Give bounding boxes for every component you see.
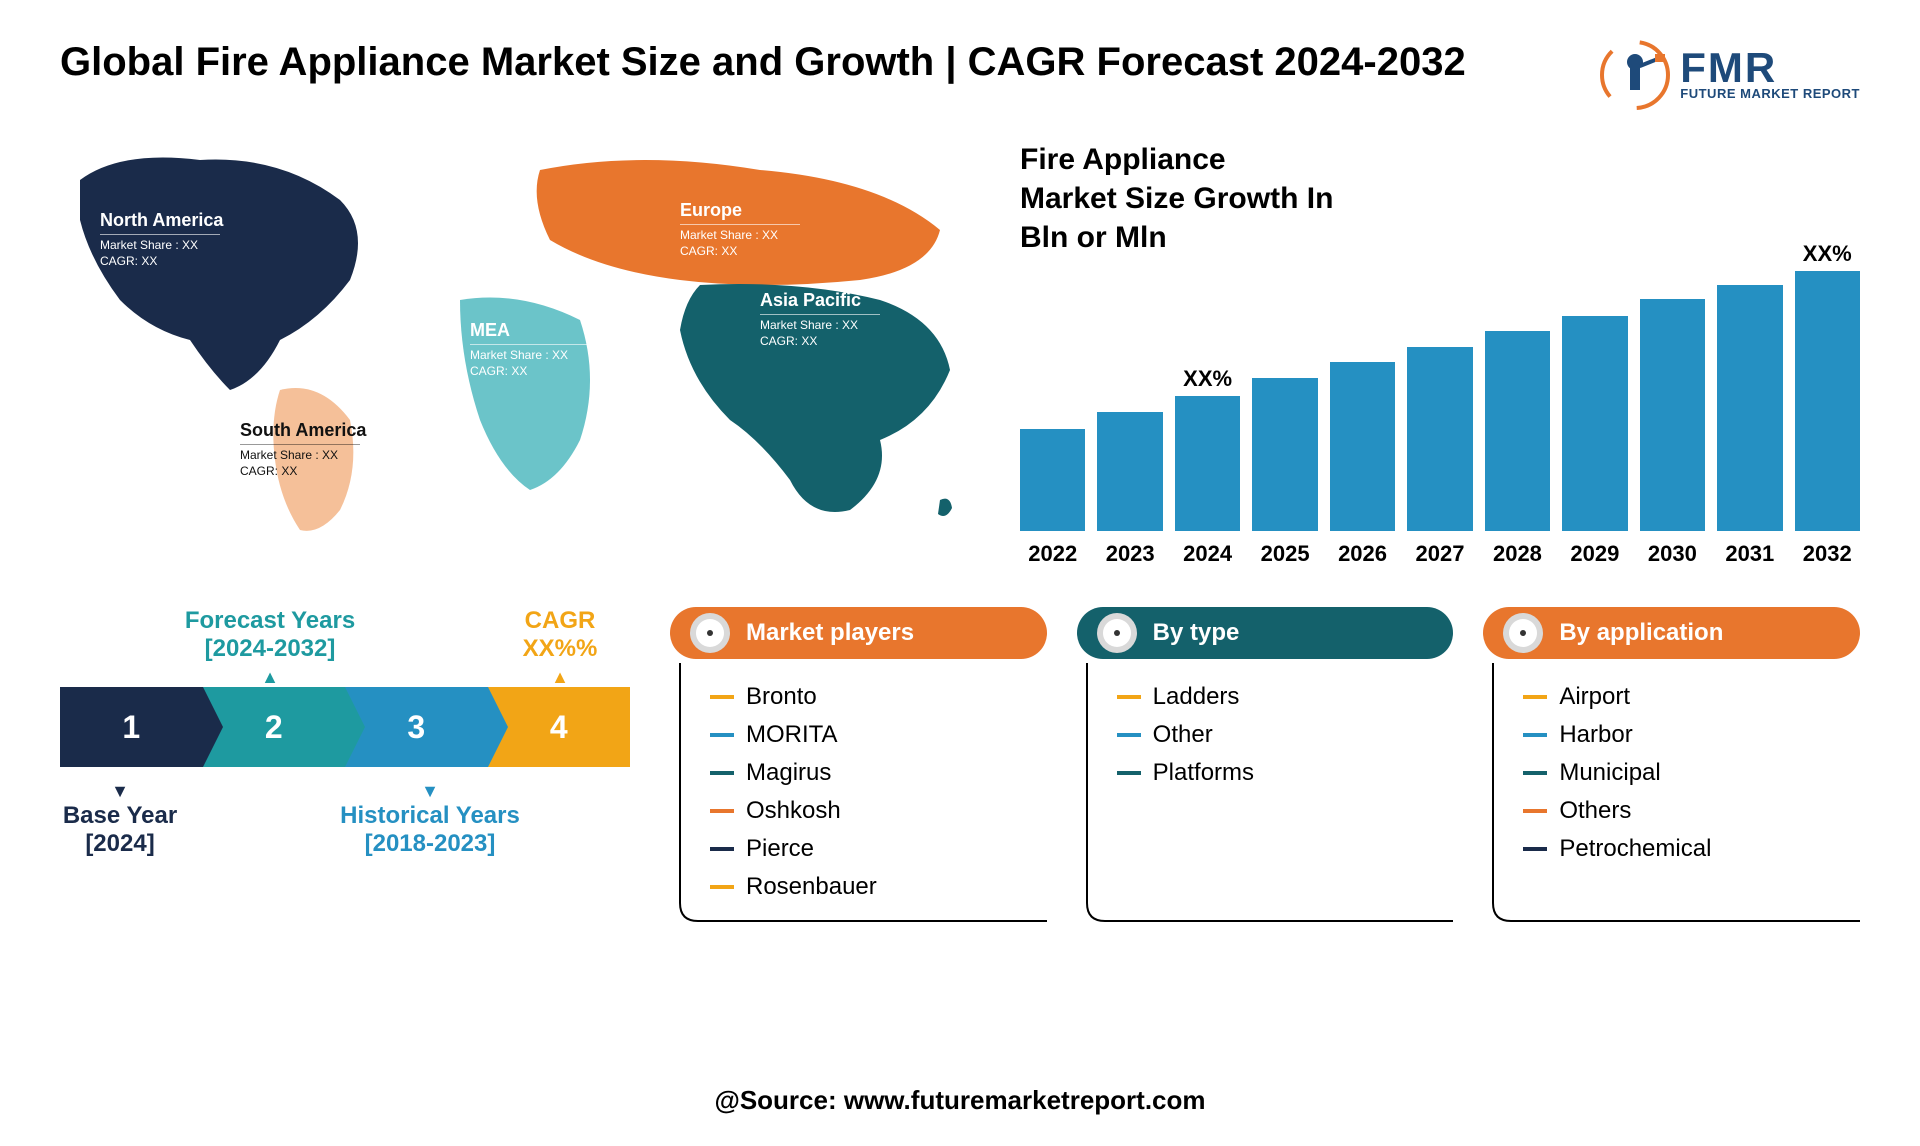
bar-2022: 2022 [1020,429,1085,567]
pill-header: By type [1077,607,1454,659]
bar-series: 2022 2023XX% 2024 2025 2026 2027 2028 20… [1020,287,1860,567]
header: Global Fire Appliance Market Size and Gr… [60,40,1860,110]
timeline-seg-1: 1 [60,687,203,767]
bar-annotation: XX% [1183,366,1232,392]
bar-2029: 2029 [1562,316,1627,567]
logo-fmr: FMR [1680,49,1860,87]
pill-bracket: Ladders Other Platforms [1077,663,1454,923]
logo-text: FMR FUTURE MARKET REPORT [1680,49,1860,102]
pill-dot-icon [1503,613,1543,653]
map-region-nz [938,499,952,516]
region-label-ap: Asia Pacific Market Share : XXCAGR: XX [760,290,880,349]
cagr-label: CAGR XX%% ▲ [500,607,620,688]
chart-title: Fire ApplianceMarket Size Growth InBln o… [1020,140,1860,257]
top-row: North America Market Share : XXCAGR: XX S… [60,140,1860,567]
bar-2023: 2023 [1097,412,1162,567]
category-pills: Market players Bronto MORITA Magirus Osh… [670,607,1860,923]
region-label-eu: Europe Market Share : XXCAGR: XX [680,200,800,259]
pill-bracket: Airport Harbor Municipal Others Petroche… [1483,663,1860,923]
bar-2028: 2028 [1485,331,1550,567]
historical-label: ▼ Historical Years [2018-2023] [320,777,540,858]
timeline: Forecast Years [2024-2032] ▲ CAGR XX%% ▲… [60,607,630,867]
pill-header: Market players [670,607,1047,659]
region-label-mea: MEA Market Share : XXCAGR: XX [470,320,590,379]
pill-bracket: Bronto MORITA Magirus Oshkosh Pierce Ros… [670,663,1047,923]
bar-chart: Fire ApplianceMarket Size Growth InBln o… [1020,140,1860,567]
bar-2027: 2027 [1407,347,1472,567]
arrow-down-icon: ▼ [50,781,190,802]
pill-header: By application [1483,607,1860,659]
region-label-sa: South America Market Share : XXCAGR: XX [240,420,366,479]
logo-icon [1600,40,1670,110]
region-label-na: North America Market Share : XXCAGR: XX [100,210,223,269]
bar-2030: 2030 [1640,299,1705,567]
pill-col-by-application: By application Airport Harbor Municipal … [1483,607,1860,923]
arrow-up-icon: ▲ [180,667,360,688]
pill-col-by-type: By type Ladders Other Platforms [1077,607,1454,923]
bar-2024: XX% 2024 [1175,396,1240,567]
pill-dot-icon [690,613,730,653]
forecast-label: Forecast Years [2024-2032] ▲ [180,607,360,688]
bar-annotation: XX% [1803,241,1852,267]
source-text: @Source: www.futuremarketreport.com [714,1085,1205,1116]
page-title: Global Fire Appliance Market Size and Gr… [60,40,1466,85]
bar-2032: XX% 2032 [1795,271,1860,567]
arrow-up-icon: ▲ [500,667,620,688]
bar-2026: 2026 [1330,362,1395,567]
pill-col-market-players: Market players Bronto MORITA Magirus Osh… [670,607,1047,923]
pill-dot-icon [1097,613,1137,653]
timeline-labels-bottom: ▼ Base Year [2024] ▼ Historical Years [2… [60,777,630,867]
timeline-seg-3: 3 [345,687,488,767]
logo-sub: FUTURE MARKET REPORT [1680,86,1860,101]
arrow-down-icon: ▼ [320,781,540,802]
base-year-label: ▼ Base Year [2024] [50,777,190,858]
timeline-seg-4: 4 [488,687,631,767]
bar-2025: 2025 [1252,378,1317,567]
bottom-row: Forecast Years [2024-2032] ▲ CAGR XX%% ▲… [60,607,1860,923]
map-region-na [80,158,358,391]
timeline-bar: 1234 [60,687,630,767]
world-map: North America Market Share : XXCAGR: XX S… [60,140,980,540]
logo: FMR FUTURE MARKET REPORT [1600,40,1860,110]
bar-2031: 2031 [1717,285,1782,567]
timeline-seg-2: 2 [203,687,346,767]
